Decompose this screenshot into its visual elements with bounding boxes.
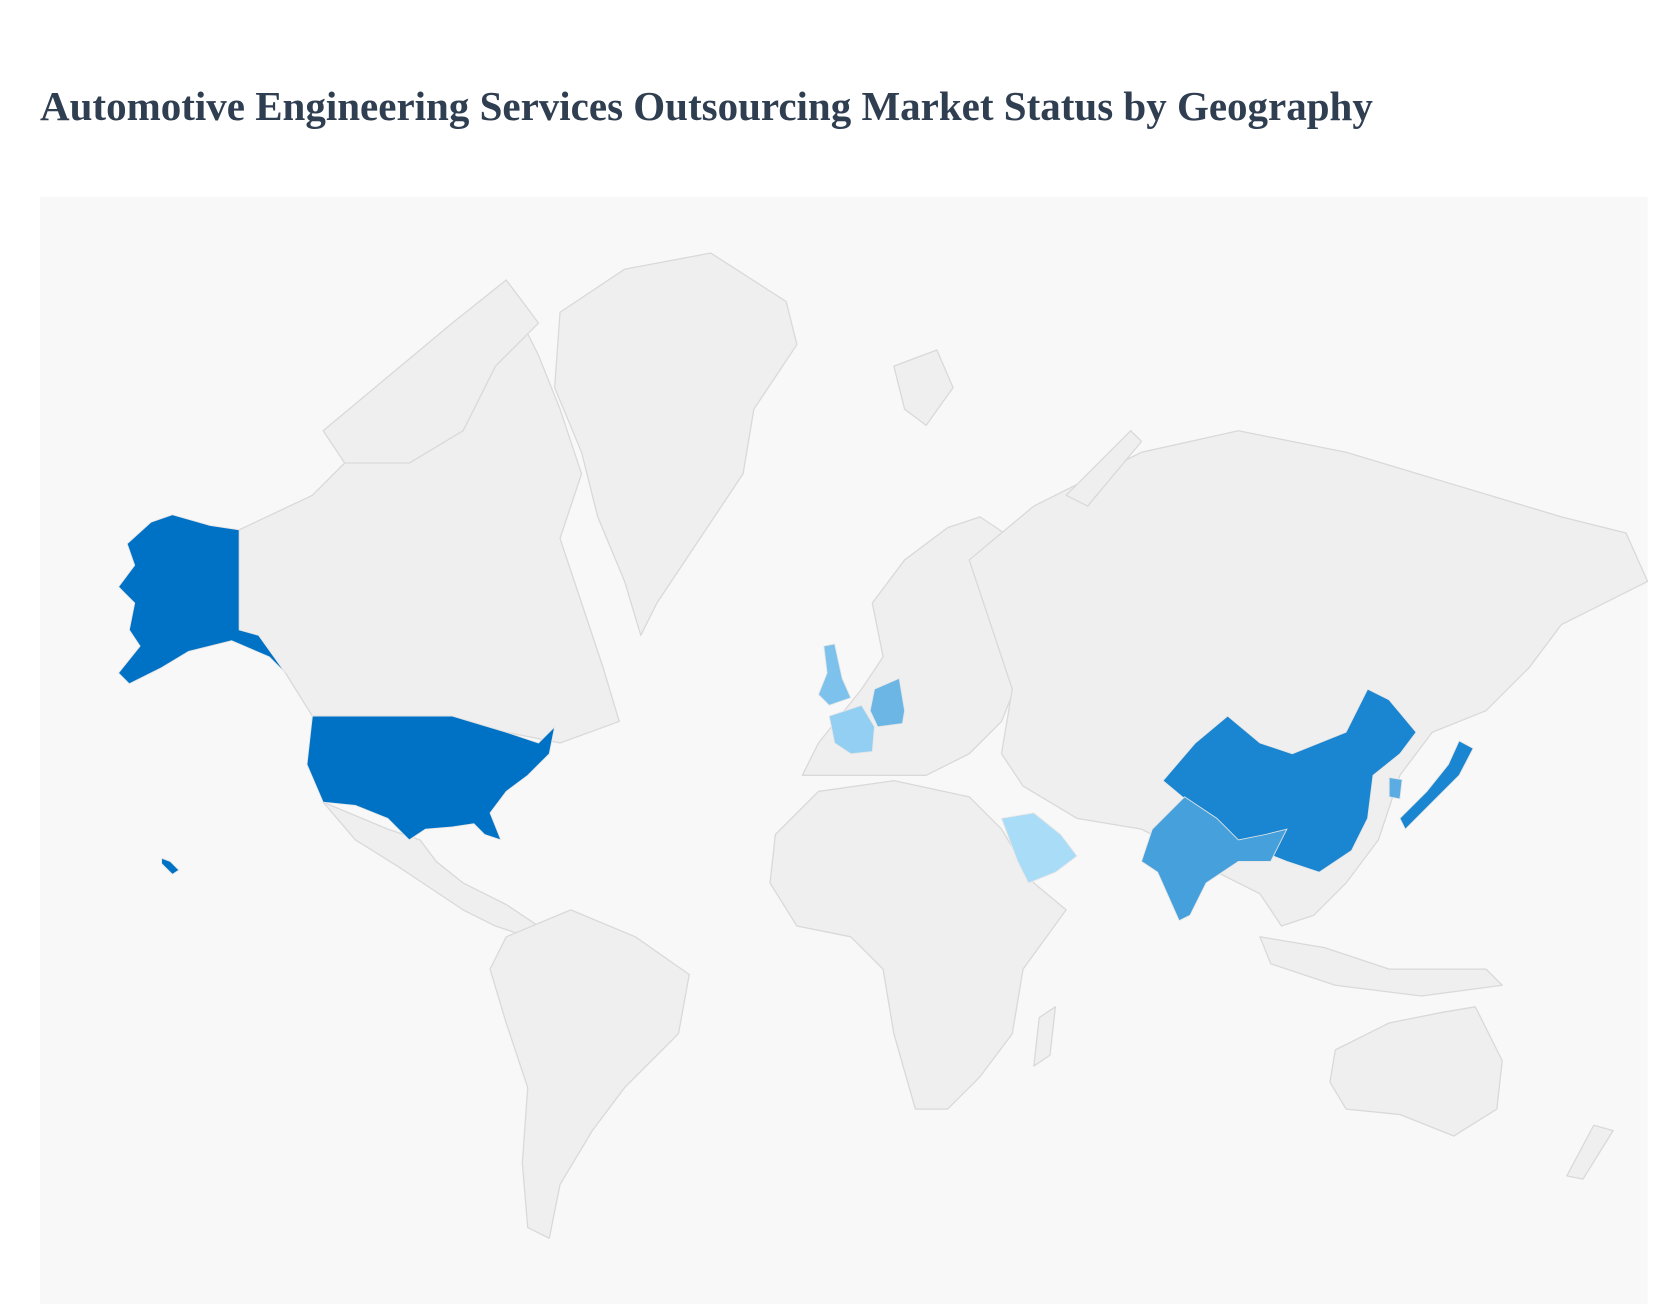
highlighted-countries	[117, 514, 1474, 922]
asia	[968, 430, 1649, 927]
greenland	[554, 252, 798, 636]
india	[1140, 796, 1288, 922]
page-title: Automotive Engineering Services Outsourc…	[40, 83, 1373, 129]
uk	[817, 643, 852, 706]
hawaii	[161, 857, 180, 875]
germany	[869, 677, 906, 728]
se-asia-islands	[1259, 936, 1503, 997]
new-zealand	[1566, 1124, 1614, 1180]
africa	[769, 780, 1067, 1110]
madagascar	[1033, 1006, 1057, 1067]
saudi-arabia	[1000, 812, 1078, 884]
south-america	[489, 909, 690, 1239]
alaska	[117, 514, 286, 685]
france	[828, 704, 875, 755]
svalbard	[893, 349, 954, 426]
arctic-islands	[322, 279, 540, 464]
japan	[1399, 740, 1474, 830]
korea	[1388, 776, 1403, 800]
usa	[306, 715, 556, 841]
australia	[1329, 1006, 1503, 1137]
novaya-zemlya	[1065, 430, 1143, 507]
land	[238, 252, 1649, 1239]
